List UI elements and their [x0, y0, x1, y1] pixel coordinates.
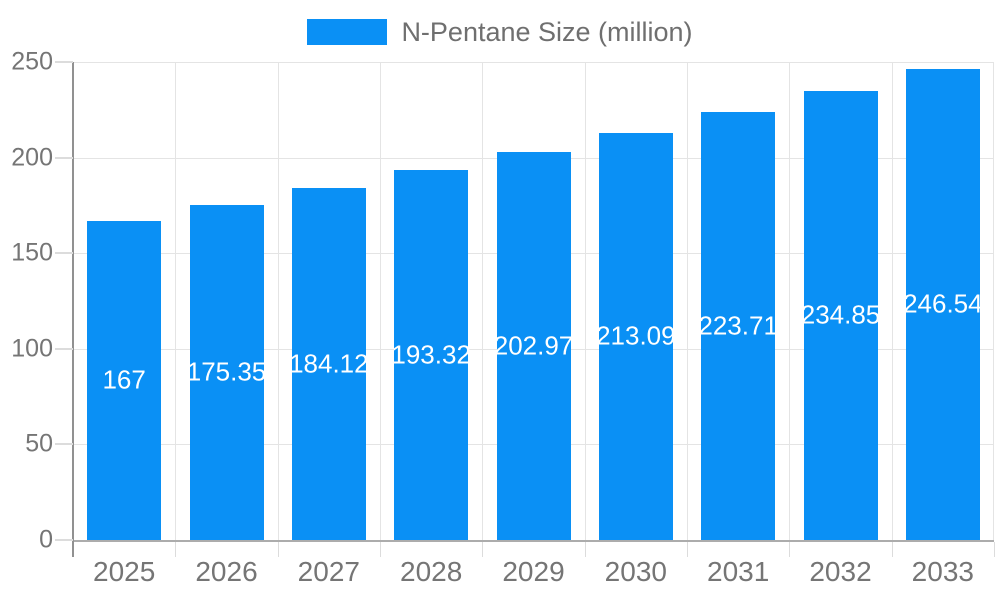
- gridline-vertical: [789, 62, 790, 540]
- bar-2032[interactable]: 234.85: [800, 90, 881, 540]
- x-tick-label-2027: 2027: [297, 556, 360, 587]
- x-axis-tick: [789, 542, 790, 557]
- gridline-horizontal: [73, 62, 994, 63]
- bar-value-label: 175.35: [186, 356, 267, 387]
- x-axis-tick: [687, 542, 688, 557]
- x-axis-tick: [175, 542, 176, 557]
- x-tick-label-2031: 2031: [707, 556, 770, 587]
- gridline-vertical: [687, 62, 688, 540]
- x-tick-label-2028: 2028: [400, 556, 463, 587]
- y-axis-tick: [55, 156, 73, 159]
- bar-value-label: 184.12: [289, 348, 369, 379]
- legend[interactable]: N-Pentane Size (million): [0, 12, 1000, 52]
- x-axis-tick: [380, 542, 381, 557]
- bar-value-label: 223.71: [698, 310, 778, 341]
- gridline-vertical: [482, 62, 483, 540]
- gridline-vertical: [993, 62, 994, 540]
- plot-area: 167 175.35 184.12 193.32 202.97 213.09 223.71 2…: [73, 62, 994, 540]
- bar-value-label: 246.54: [903, 288, 983, 319]
- y-axis-tick: [55, 443, 73, 446]
- bar-value-label: 213.09: [596, 320, 676, 351]
- y-axis-tick: [55, 347, 73, 350]
- y-axis-tick: [55, 61, 73, 63]
- x-axis-tick: [585, 542, 586, 557]
- x-tick-label-2032: 2032: [809, 556, 872, 587]
- legend-swatch: [307, 19, 388, 45]
- bar-2025[interactable]: 167: [87, 220, 162, 540]
- y-axis-tick: [55, 539, 73, 541]
- x-tick-label-2030: 2030: [604, 556, 667, 587]
- gridline-vertical: [892, 62, 893, 540]
- y-tick-label: 0: [39, 525, 53, 554]
- bar-value-label: 193.32: [391, 339, 471, 370]
- bar-2033[interactable]: 246.54: [903, 68, 983, 540]
- bar-value-label: 167: [102, 364, 146, 395]
- y-tick-label: 50: [25, 429, 53, 458]
- y-tick-label: 250: [11, 47, 53, 76]
- bar-2028[interactable]: 193.32: [391, 170, 471, 540]
- x-axis-tick: [278, 542, 279, 557]
- x-axis-tick: [482, 542, 483, 557]
- gridline-vertical: [278, 62, 279, 540]
- x-tick-label-2029: 2029: [502, 556, 565, 587]
- y-axis-line: [72, 62, 74, 557]
- x-tick-label-2026: 2026: [195, 556, 258, 587]
- gridline-vertical: [585, 62, 586, 540]
- x-axis-tick: [994, 542, 995, 557]
- bar-2026[interactable]: 175.35: [186, 204, 267, 540]
- x-tick-label-2025: 2025: [93, 556, 156, 587]
- y-tick-label: 150: [11, 238, 53, 267]
- bar-2031[interactable]: 223.71: [698, 112, 778, 540]
- gridline-vertical: [380, 62, 381, 540]
- gridline-vertical: [175, 62, 176, 540]
- y-tick-label: 200: [11, 143, 53, 172]
- x-tick-label-2033: 2033: [911, 556, 974, 587]
- legend-label: N-Pentane Size (million): [401, 16, 693, 47]
- y-axis-tick: [55, 252, 73, 255]
- y-tick-label: 100: [11, 334, 53, 363]
- bar-value-label: 234.85: [800, 299, 881, 330]
- x-axis-tick: [892, 542, 893, 557]
- bar-2030[interactable]: 213.09: [596, 132, 676, 540]
- bar-value-label: 202.97: [493, 330, 574, 361]
- bar-2029[interactable]: 202.97: [493, 151, 574, 540]
- bar-2027[interactable]: 184.12: [289, 187, 369, 540]
- x-axis-line: [73, 540, 994, 542]
